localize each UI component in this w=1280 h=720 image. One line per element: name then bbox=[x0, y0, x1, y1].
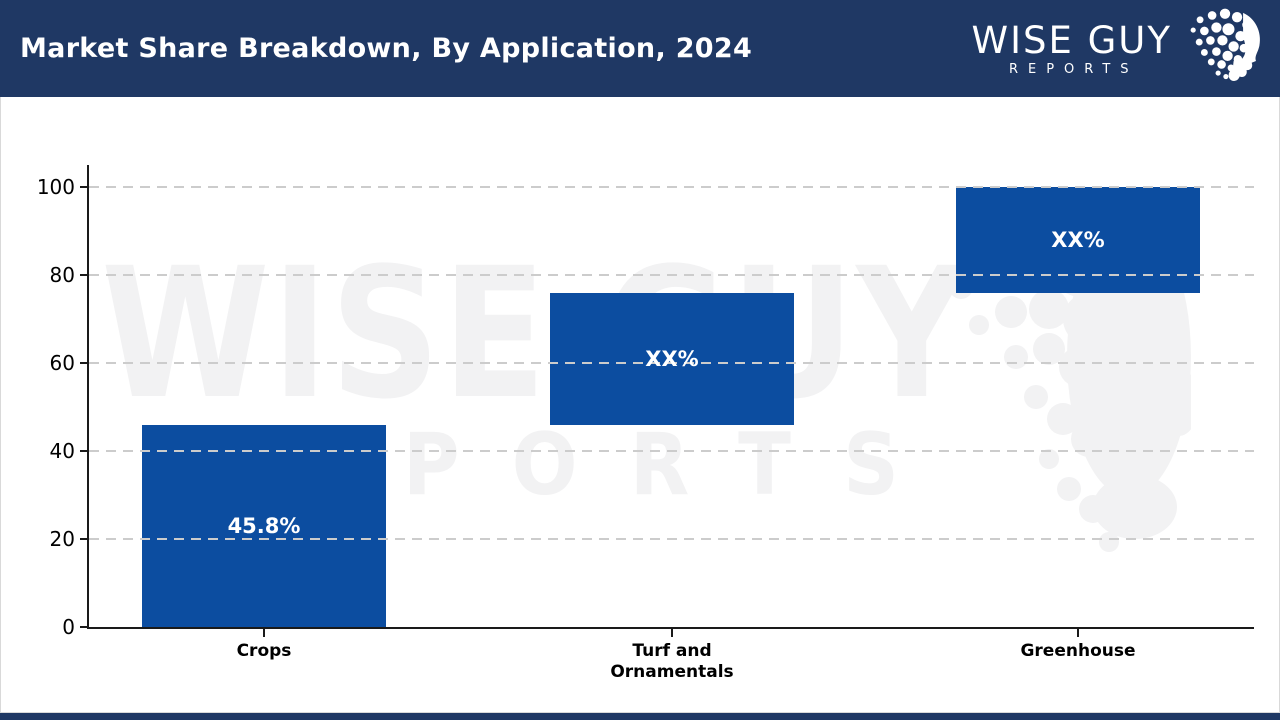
waterfall-chart: 0 20 40 60 80 100 45.8% Crops XX% Turf and Orname… bbox=[1, 97, 1279, 712]
gridline-60 bbox=[89, 361, 1254, 364]
logo-subtext: REPORTS bbox=[1008, 61, 1139, 77]
y-tick-label-20: 20 bbox=[49, 526, 75, 551]
chart-area: WISE GUY REPORTS 0 20 40 60 80 100 45.8% Crops X… bbox=[0, 97, 1280, 713]
y-axis bbox=[87, 165, 89, 629]
footer-bar bbox=[0, 713, 1280, 720]
gridline-80 bbox=[89, 273, 1254, 276]
y-tick-80 bbox=[80, 273, 88, 276]
x-axis bbox=[87, 627, 1254, 629]
y-tick-label-80: 80 bbox=[49, 262, 75, 287]
bar-value-label: XX% bbox=[645, 347, 699, 372]
gridline-20 bbox=[89, 537, 1254, 540]
bar-value-label: 45.8% bbox=[227, 514, 301, 539]
logo-wordmark: WISE GUY bbox=[971, 18, 1172, 62]
y-tick-label-60: 60 bbox=[49, 350, 75, 375]
x-category-label: Greenhouse bbox=[1020, 641, 1136, 661]
y-tick-40 bbox=[80, 449, 88, 452]
y-tick-60 bbox=[80, 361, 88, 364]
y-tick-label-40: 40 bbox=[49, 438, 75, 463]
x-category-label: Crops bbox=[236, 641, 292, 661]
gridline-100 bbox=[89, 185, 1254, 188]
bar-crops bbox=[142, 425, 386, 627]
x-tick bbox=[671, 629, 673, 637]
header-bar: Market Share Breakdown, By Application, … bbox=[0, 0, 1280, 97]
y-tick-20 bbox=[80, 537, 88, 540]
bar-turf-and-ornamentals bbox=[550, 293, 794, 426]
x-category-label: Turf and Ornamentals bbox=[610, 641, 734, 682]
logo-face-icon bbox=[1190, 8, 1260, 81]
logo-text: WISE GUY REPORTS bbox=[972, 22, 1172, 76]
y-tick-100 bbox=[80, 185, 88, 188]
y-tick-0 bbox=[80, 626, 88, 628]
y-tick-label-100: 100 bbox=[36, 174, 75, 199]
gridline-40 bbox=[89, 449, 1254, 452]
page-title: Market Share Breakdown, By Application, … bbox=[20, 33, 753, 64]
x-tick bbox=[263, 629, 265, 637]
bar-value-label: XX% bbox=[1051, 227, 1105, 252]
x-tick bbox=[1077, 629, 1079, 637]
y-tick-label-0: 0 bbox=[62, 615, 75, 639]
brand-logo: WISE GUY REPORTS bbox=[972, 7, 1262, 91]
